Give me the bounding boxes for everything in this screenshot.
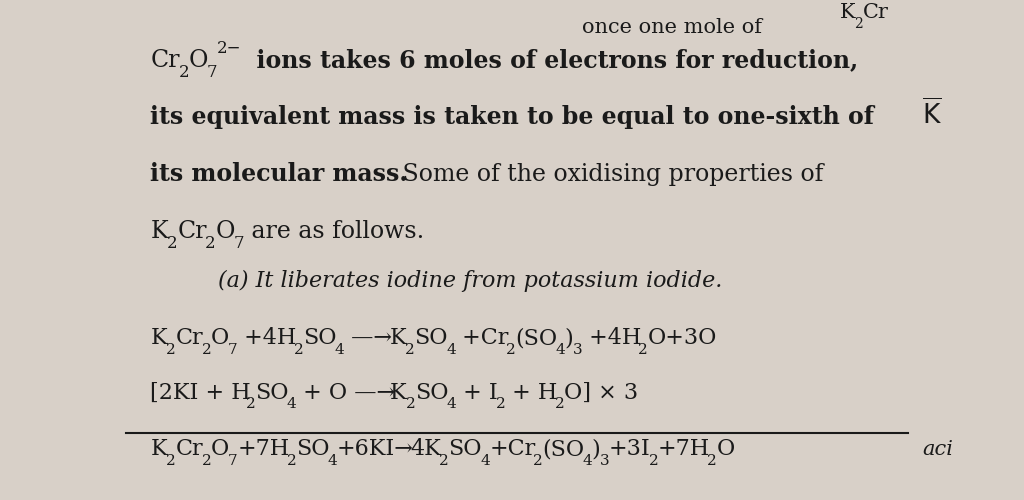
- Text: 3: 3: [600, 454, 609, 468]
- Text: 2: 2: [166, 343, 176, 357]
- Text: 2: 2: [178, 64, 189, 81]
- Text: Cr: Cr: [175, 327, 203, 349]
- Text: 4: 4: [328, 454, 338, 468]
- Text: SO: SO: [296, 438, 330, 460]
- Text: +4H: +4H: [582, 327, 641, 349]
- Text: 2: 2: [246, 398, 256, 411]
- Text: 2: 2: [202, 454, 211, 468]
- Text: 2: 2: [854, 16, 863, 30]
- Text: + I: + I: [456, 382, 498, 404]
- Text: 2: 2: [496, 398, 506, 411]
- Text: K: K: [389, 327, 406, 349]
- Text: Cr: Cr: [177, 220, 207, 243]
- Text: K: K: [151, 438, 167, 460]
- Text: +6KI→: +6KI→: [337, 438, 414, 460]
- Text: O: O: [717, 438, 735, 460]
- Text: ions takes 6 moles of electrons for reduction,: ions takes 6 moles of electrons for redu…: [241, 48, 858, 72]
- Text: O: O: [211, 327, 229, 349]
- Text: its equivalent mass is taken to be equal to one-sixth of: its equivalent mass is taken to be equal…: [151, 105, 874, 129]
- Text: + O —→: + O —→: [296, 382, 395, 404]
- Text: 7: 7: [228, 454, 238, 468]
- Text: once one mole of: once one mole of: [583, 18, 763, 36]
- Text: O: O: [211, 438, 229, 460]
- Text: 4: 4: [287, 398, 297, 411]
- Text: 2: 2: [406, 343, 415, 357]
- Text: its molecular mass.: its molecular mass.: [151, 162, 408, 186]
- Text: SO: SO: [255, 382, 289, 404]
- Text: SO: SO: [303, 327, 336, 349]
- Text: SO: SO: [415, 382, 449, 404]
- Text: (SO: (SO: [515, 327, 557, 349]
- Text: ): ): [592, 438, 600, 460]
- Text: 4: 4: [335, 343, 344, 357]
- Text: + H: + H: [505, 382, 557, 404]
- Text: 4: 4: [446, 398, 457, 411]
- Text: 4: 4: [583, 454, 592, 468]
- Text: K: K: [151, 220, 168, 243]
- Text: 2: 2: [439, 454, 449, 468]
- Text: 2: 2: [294, 343, 303, 357]
- Text: 2: 2: [648, 454, 658, 468]
- Text: O] × 3: O] × 3: [564, 382, 638, 404]
- Text: 2: 2: [205, 234, 216, 252]
- Text: +4H: +4H: [238, 327, 297, 349]
- Text: K: K: [151, 327, 167, 349]
- Text: 2: 2: [202, 343, 211, 357]
- Text: $\overline{\mathrm{K}}$: $\overline{\mathrm{K}}$: [923, 98, 942, 129]
- Text: 2: 2: [166, 454, 176, 468]
- Text: 4: 4: [555, 343, 565, 357]
- Text: 7: 7: [233, 234, 245, 252]
- Text: are as follows.: are as follows.: [244, 220, 424, 243]
- Text: 4: 4: [480, 454, 489, 468]
- Text: 2−: 2−: [217, 40, 242, 58]
- Text: ): ): [564, 327, 573, 349]
- Text: 2: 2: [406, 398, 416, 411]
- Text: 2: 2: [708, 454, 717, 468]
- Text: 2: 2: [555, 398, 564, 411]
- Text: [2KI + H: [2KI + H: [151, 382, 251, 404]
- Text: O+3O: O+3O: [647, 327, 717, 349]
- Text: 2: 2: [287, 454, 297, 468]
- Text: Cr: Cr: [151, 49, 180, 72]
- Text: —→: —→: [344, 327, 392, 349]
- Text: aci: aci: [923, 440, 953, 460]
- Text: SO: SO: [415, 327, 447, 349]
- Text: 3: 3: [572, 343, 583, 357]
- Text: SO: SO: [449, 438, 482, 460]
- Text: Cr: Cr: [862, 2, 889, 22]
- Text: +7H: +7H: [238, 438, 290, 460]
- Text: O: O: [215, 220, 234, 243]
- Text: (SO: (SO: [543, 438, 585, 460]
- Text: 2: 2: [167, 234, 178, 252]
- Text: +3I: +3I: [609, 438, 651, 460]
- Text: +Cr: +Cr: [456, 327, 509, 349]
- Text: (a) It liberates iodine from potassium iodide.: (a) It liberates iodine from potassium i…: [218, 270, 723, 292]
- Text: +Cr: +Cr: [489, 438, 536, 460]
- Text: 4K: 4K: [410, 438, 440, 460]
- Text: 2: 2: [638, 343, 648, 357]
- Text: 2: 2: [506, 343, 516, 357]
- Text: 7: 7: [228, 343, 238, 357]
- Text: O: O: [188, 49, 208, 72]
- Text: Cr: Cr: [175, 438, 203, 460]
- Text: 4: 4: [446, 343, 456, 357]
- Text: 7: 7: [207, 64, 218, 81]
- Text: K: K: [390, 382, 407, 404]
- Text: 2: 2: [534, 454, 543, 468]
- Text: K: K: [840, 2, 855, 22]
- Text: +7H: +7H: [657, 438, 710, 460]
- Text: Some of the oxidising properties of: Some of the oxidising properties of: [394, 163, 823, 186]
